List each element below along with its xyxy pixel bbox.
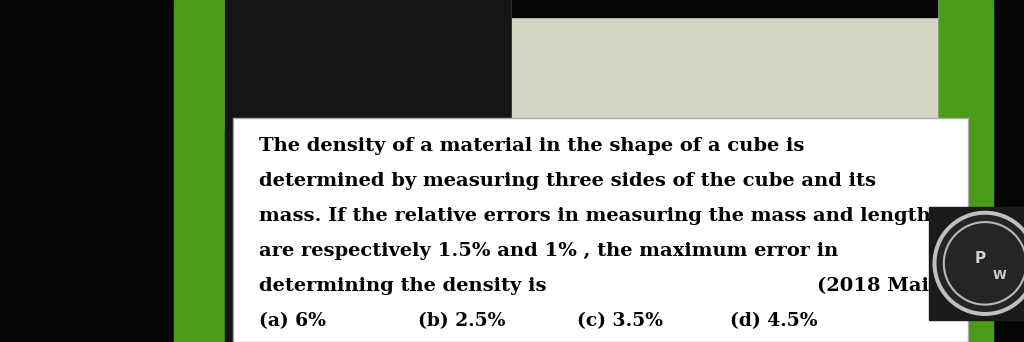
Bar	[174, 0, 230, 342]
Bar	[929, 207, 1024, 320]
Bar	[512, 0, 937, 17]
Circle shape	[933, 211, 1024, 315]
Text: (c) 3.5%: (c) 3.5%	[577, 312, 663, 330]
Text: W: W	[993, 269, 1007, 282]
Text: determining the density is: determining the density is	[259, 277, 547, 295]
Text: The density of a material in the shape of a cube is: The density of a material in the shape o…	[259, 137, 805, 155]
Text: (d) 4.5%: (d) 4.5%	[730, 312, 818, 330]
Bar	[225, 0, 512, 342]
Circle shape	[937, 215, 1024, 311]
Bar	[993, 0, 1024, 342]
Text: mass. If the relative errors in measuring the mass and length: mass. If the relative errors in measurin…	[259, 207, 931, 225]
Bar	[937, 0, 993, 342]
Text: are respectively 1.5% and 1% , the maximum error in: are respectively 1.5% and 1% , the maxim…	[259, 242, 839, 260]
Bar	[233, 118, 968, 342]
Text: (2018 Main): (2018 Main)	[817, 277, 952, 295]
Bar	[225, 0, 937, 130]
Bar	[0, 0, 225, 342]
Text: (a) 6%: (a) 6%	[259, 312, 326, 330]
Bar	[512, 0, 937, 130]
Text: P: P	[974, 251, 985, 265]
Text: determined by measuring three sides of the cube and its: determined by measuring three sides of t…	[259, 172, 877, 190]
Text: (b) 2.5%: (b) 2.5%	[418, 312, 505, 330]
